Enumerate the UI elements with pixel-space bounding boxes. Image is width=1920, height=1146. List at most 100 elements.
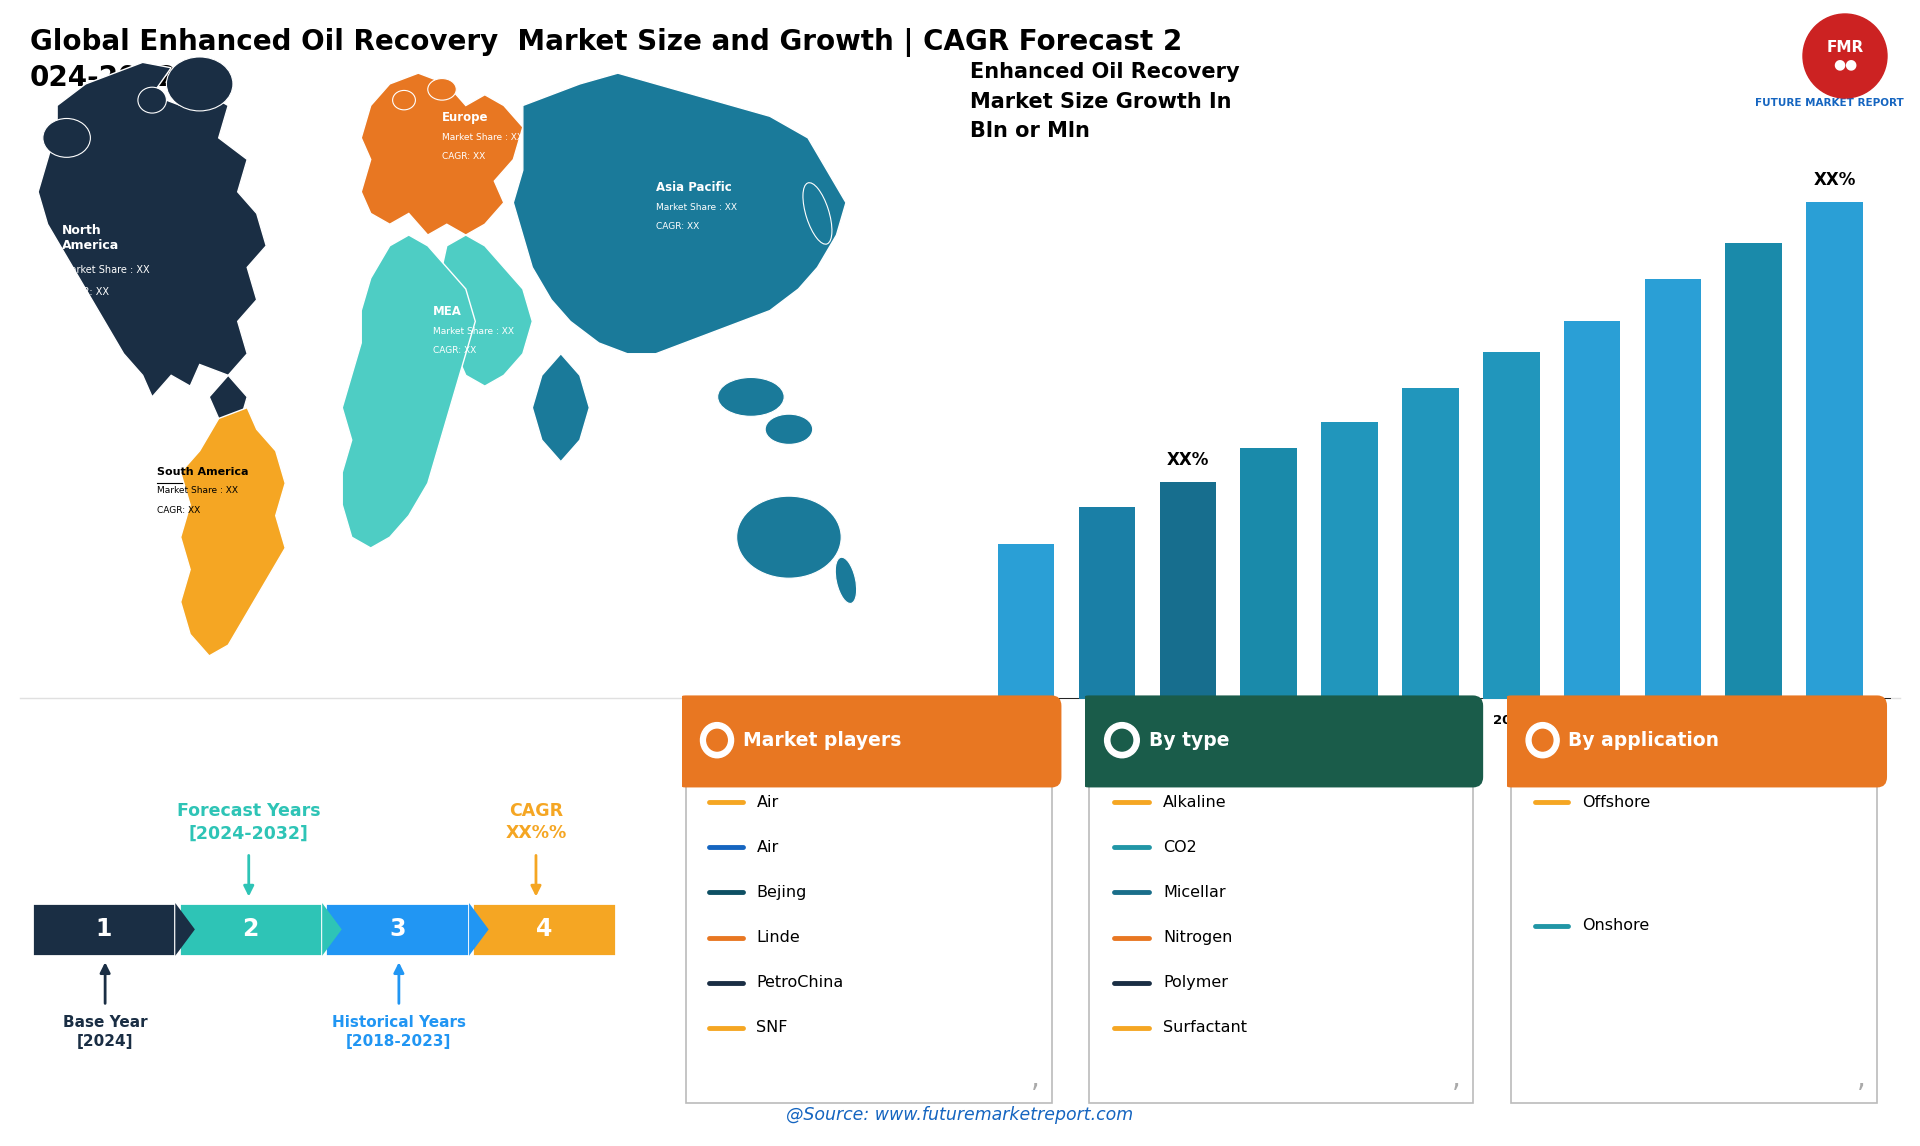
Bar	[1321, 422, 1379, 699]
Text: CAGR: XX: CAGR: XX	[61, 286, 109, 297]
Bar	[998, 543, 1054, 699]
Ellipse shape	[737, 496, 841, 579]
Text: Market Share : XX: Market Share : XX	[157, 486, 238, 495]
Circle shape	[1526, 723, 1559, 758]
Bar	[1482, 352, 1540, 699]
Circle shape	[707, 729, 728, 751]
Ellipse shape	[835, 557, 856, 604]
Text: CO2: CO2	[1164, 840, 1196, 855]
Text: PetroChina: PetroChina	[756, 975, 843, 990]
Text: North
America: North America	[61, 225, 119, 252]
Text: CAGR: XX: CAGR: XX	[442, 152, 486, 160]
Text: Bejing: Bejing	[756, 885, 806, 900]
Bar	[1563, 321, 1620, 699]
Text: Market Share : XX: Market Share : XX	[61, 265, 150, 275]
Ellipse shape	[803, 182, 831, 244]
Bar	[1807, 202, 1862, 699]
Text: South America: South America	[157, 468, 248, 477]
Text: CAGR: XX: CAGR: XX	[157, 505, 200, 515]
Text: Onshore: Onshore	[1582, 918, 1649, 933]
Text: 2031: 2031	[1736, 714, 1772, 727]
Text: 2026: 2026	[1331, 714, 1367, 727]
Text: 2029: 2029	[1574, 714, 1611, 727]
FancyBboxPatch shape	[685, 782, 1052, 1104]
Text: 2032: 2032	[1816, 714, 1853, 727]
Circle shape	[1112, 729, 1133, 751]
Polygon shape	[532, 354, 589, 462]
Text: CAGR
XX%%: CAGR XX%%	[505, 802, 566, 842]
Text: Micellar: Micellar	[1164, 885, 1225, 900]
Ellipse shape	[766, 414, 812, 445]
Polygon shape	[326, 903, 468, 956]
Text: Linde: Linde	[756, 931, 801, 945]
Text: CAGR: XX: CAGR: XX	[657, 222, 699, 231]
Text: 2023: 2023	[1089, 714, 1125, 727]
Text: By type: By type	[1148, 731, 1229, 749]
Text: 024-2032: 024-2032	[31, 64, 177, 92]
Text: Forecast Years
[2024-2032]: Forecast Years [2024-2032]	[177, 802, 321, 842]
Polygon shape	[38, 62, 267, 397]
Text: 3: 3	[390, 918, 405, 941]
Polygon shape	[438, 235, 532, 386]
Polygon shape	[180, 408, 286, 656]
Text: ,: ,	[1452, 1065, 1461, 1093]
Polygon shape	[468, 903, 490, 956]
Polygon shape	[175, 903, 196, 956]
Ellipse shape	[138, 87, 167, 113]
Text: 2025: 2025	[1250, 714, 1286, 727]
FancyBboxPatch shape	[1079, 696, 1482, 787]
Text: Asia Pacific: Asia Pacific	[657, 181, 732, 194]
Text: Market Share : XX: Market Share : XX	[432, 327, 513, 336]
Polygon shape	[209, 376, 248, 430]
Text: By application: By application	[1569, 731, 1718, 749]
Text: 4: 4	[536, 918, 553, 941]
Polygon shape	[342, 235, 476, 548]
FancyBboxPatch shape	[1501, 696, 1887, 787]
Text: 2027: 2027	[1411, 714, 1450, 727]
Circle shape	[1104, 723, 1139, 758]
Text: MEA: MEA	[432, 305, 461, 319]
Ellipse shape	[718, 377, 783, 416]
Text: ,: ,	[1031, 1065, 1041, 1093]
Text: 2022: 2022	[1008, 714, 1044, 727]
Text: 1: 1	[96, 918, 111, 941]
Text: FUTURE MARKET REPORT: FUTURE MARKET REPORT	[1755, 99, 1905, 108]
Bar	[1726, 243, 1782, 699]
Text: Base Year
[2024]: Base Year [2024]	[63, 1015, 148, 1049]
Text: Historical Years
[2018-2023]: Historical Years [2018-2023]	[332, 1015, 467, 1049]
Bar	[1645, 280, 1701, 699]
Text: FMR: FMR	[1826, 40, 1864, 55]
Text: ,: ,	[1857, 1065, 1866, 1093]
Polygon shape	[179, 903, 323, 956]
FancyBboxPatch shape	[1511, 782, 1878, 1104]
Bar	[1160, 481, 1215, 699]
Text: Air: Air	[756, 794, 780, 809]
Text: 2030: 2030	[1655, 714, 1692, 727]
Text: Market Share : XX: Market Share : XX	[657, 203, 737, 212]
Polygon shape	[323, 903, 342, 956]
Polygon shape	[513, 73, 847, 354]
Text: @Source: www.futuremarketreport.com: @Source: www.futuremarketreport.com	[787, 1106, 1133, 1124]
Text: XX%: XX%	[1812, 171, 1857, 189]
FancyBboxPatch shape	[676, 696, 1062, 787]
FancyBboxPatch shape	[1089, 782, 1473, 1104]
Text: XX%: XX%	[1167, 450, 1210, 469]
Text: 2028: 2028	[1494, 714, 1530, 727]
Circle shape	[1532, 729, 1553, 751]
Polygon shape	[31, 903, 175, 956]
Text: Market Share : XX: Market Share : XX	[442, 133, 522, 141]
Polygon shape	[361, 73, 522, 235]
Text: 2024: 2024	[1169, 714, 1206, 727]
Text: SNF: SNF	[756, 1020, 787, 1035]
Ellipse shape	[428, 79, 457, 100]
Text: Global Enhanced Oil Recovery  Market Size and Growth | CAGR Forecast 2: Global Enhanced Oil Recovery Market Size…	[31, 28, 1183, 57]
Polygon shape	[472, 903, 616, 956]
Text: 2: 2	[242, 918, 259, 941]
Bar	[1079, 508, 1135, 699]
Text: ●●: ●●	[1834, 57, 1857, 71]
Bar	[1240, 448, 1298, 699]
Text: Alkaline: Alkaline	[1164, 794, 1227, 809]
Text: CAGR: XX: CAGR: XX	[432, 346, 476, 355]
Text: Surfactant: Surfactant	[1164, 1020, 1248, 1035]
Text: Enhanced Oil Recovery
Market Size Growth In
Bln or Mln: Enhanced Oil Recovery Market Size Growth…	[970, 62, 1238, 141]
